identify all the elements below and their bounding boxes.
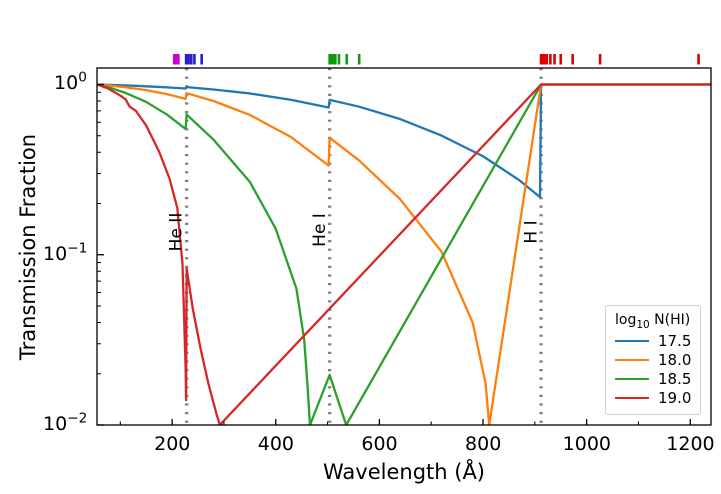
legend-entry: 17.5 <box>615 331 691 350</box>
legend-entry: 18.0 <box>615 350 691 369</box>
legend-entry-label: 19.0 <box>658 388 692 407</box>
series-line-17.5 <box>97 83 711 199</box>
legend-title-subscript: 10 <box>636 318 650 331</box>
y-tick-label: 10−2 <box>43 410 88 435</box>
legend-color-swatch <box>615 377 649 380</box>
legend-title: log10 N(HI) <box>615 312 691 331</box>
legend-entry-label: 17.5 <box>658 331 692 350</box>
series-line-19.0 <box>97 83 711 425</box>
legend-entries: 17.5 18.0 18.5 19.0 <box>615 331 691 407</box>
legend-color-swatch <box>615 396 649 399</box>
legend-entry: 18.5 <box>615 369 691 388</box>
axes-frame <box>96 67 712 426</box>
legend-entry: 19.0 <box>615 388 691 407</box>
x-tick-label: 600 <box>361 433 398 455</box>
legend-color-swatch <box>615 339 649 342</box>
x-tick-label: 400 <box>257 433 295 455</box>
ionization-edge-label-he-ii: He II <box>166 212 187 252</box>
x-tick-label: 1000 <box>562 433 611 455</box>
y-tick-label: 100 <box>54 70 87 95</box>
legend-color-swatch <box>615 358 649 361</box>
legend-entry-label: 18.5 <box>658 369 692 388</box>
legend-title-base: log <box>615 312 637 328</box>
y-tick-label: 10−1 <box>43 240 88 265</box>
x-tick-label: 800 <box>465 433 502 455</box>
x-tick-label: 1200 <box>666 433 715 455</box>
ionization-edge-label-h-i: H I <box>521 220 542 244</box>
x-axis-label: Wavelength (Å) <box>323 460 486 484</box>
x-tick-label: 200 <box>154 433 191 455</box>
series-line-18.5 <box>97 83 711 425</box>
legend-title-rest: N(HI) <box>649 312 691 328</box>
series-group <box>97 83 711 425</box>
chart-legend: log10 N(HI) 17.5 18.0 18.5 19.0 <box>605 305 702 415</box>
y-axis-label: Transmission Fraction <box>16 133 41 360</box>
legend-entry-label: 18.0 <box>658 350 692 369</box>
series-line-18.0 <box>97 83 711 425</box>
ionization-edge-label-he-i: He I <box>309 213 330 247</box>
